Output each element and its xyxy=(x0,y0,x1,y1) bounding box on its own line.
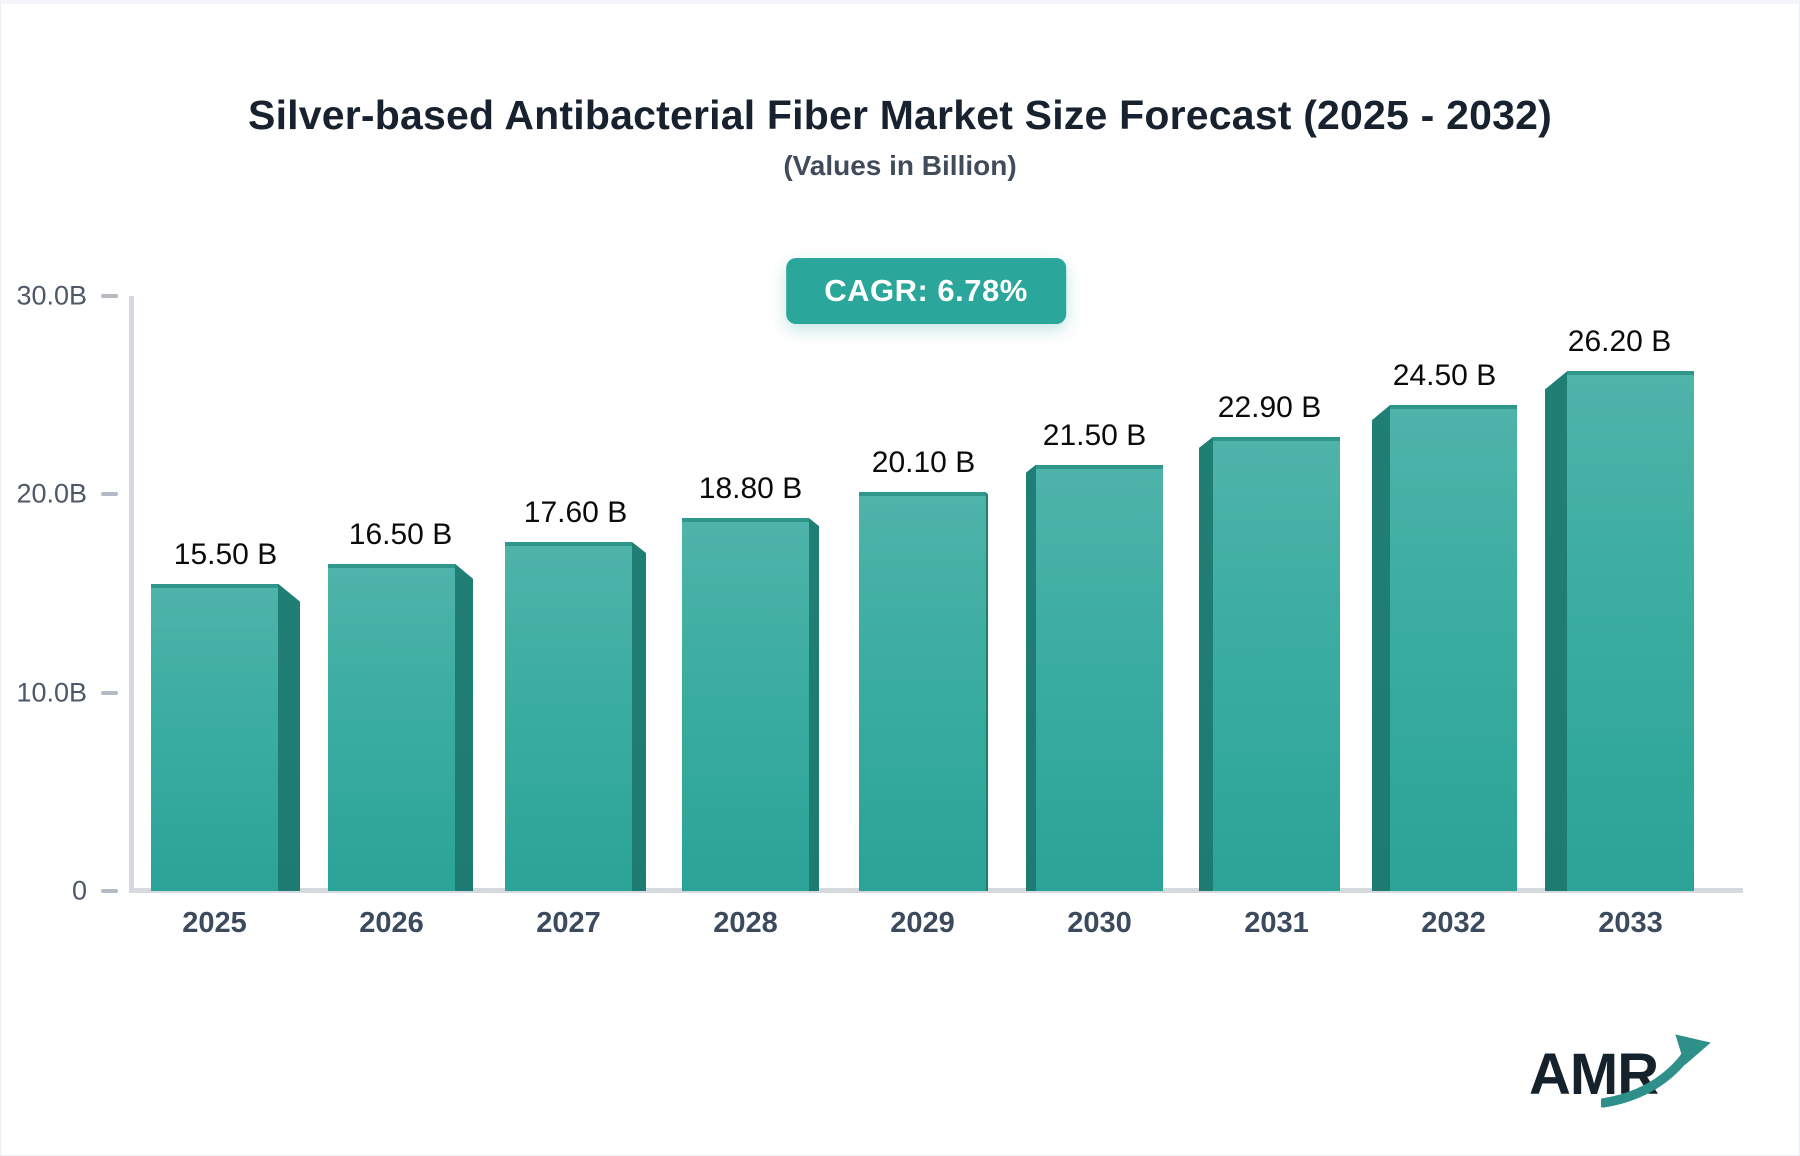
amr-logo: AMR xyxy=(1529,1032,1719,1118)
bar-group-2029 xyxy=(859,492,988,891)
bar-group-2028 xyxy=(682,518,819,891)
bar-front-face xyxy=(328,563,455,891)
growth-arrow-icon xyxy=(1601,1034,1711,1108)
y-tick-mark xyxy=(101,294,118,298)
bar-front-face xyxy=(859,492,986,891)
bar-value-label: 16.50 B xyxy=(348,517,453,551)
x-axis-label-2028: 2028 xyxy=(713,907,778,939)
bar-front-face xyxy=(1390,405,1517,891)
bar-front-face xyxy=(682,518,809,891)
bar-front-face xyxy=(1036,464,1163,891)
x-axis-label-2030: 2030 xyxy=(1067,907,1132,939)
bar-front-face xyxy=(1213,436,1340,891)
chart-title: Silver-based Antibacterial Fiber Market … xyxy=(248,92,1552,138)
bar-value-label: 21.50 B xyxy=(1042,418,1147,452)
bar-value-label: 22.90 B xyxy=(1217,390,1322,424)
x-axis-label-2033: 2033 xyxy=(1598,907,1663,939)
x-axis-label-2029: 2029 xyxy=(890,907,955,939)
bar-side-face xyxy=(1199,436,1213,891)
y-tick-mark xyxy=(101,492,118,497)
x-axis-label-2027: 2027 xyxy=(536,907,601,939)
bar-group-2033 xyxy=(1545,371,1694,891)
bar-group-2025 xyxy=(151,583,300,891)
bar-value-label: 17.60 B xyxy=(523,495,628,529)
y-tick-label: 10.0B xyxy=(16,677,87,708)
bar-group-2031 xyxy=(1199,436,1340,891)
bar-side-face xyxy=(1372,405,1390,891)
y-tick-label: 0 xyxy=(71,875,87,906)
bar-front-face xyxy=(505,541,632,891)
y-tick-label: 30.0B xyxy=(16,280,87,311)
bar-group-2026 xyxy=(328,563,473,891)
plot-area: 30.0B 20.0B 10.0B 0 15.50 B 2025 16.50 B 2026 1… xyxy=(16,281,1743,939)
y-tick-mark xyxy=(101,889,118,893)
bar-front-face xyxy=(1567,371,1694,891)
x-axis-label-2025: 2025 xyxy=(182,907,247,939)
bar-group-2027 xyxy=(505,541,646,891)
bar-group-2032 xyxy=(1372,405,1517,891)
x-axis-label-2032: 2032 xyxy=(1421,907,1486,939)
bar-group-2030 xyxy=(1026,464,1163,891)
bar-side-face xyxy=(278,583,300,891)
x-axis-label-2026: 2026 xyxy=(359,907,424,939)
bar-side-face xyxy=(986,492,988,891)
bar-front-face xyxy=(151,583,278,891)
bar-value-label: 20.10 B xyxy=(871,446,976,480)
bar-value-label: 26.20 B xyxy=(1567,325,1672,359)
chart-subtitle: (Values in Billion) xyxy=(783,150,1017,181)
bar-value-label: 15.50 B xyxy=(173,537,278,571)
bar-value-label: 18.80 B xyxy=(698,472,803,506)
bar-side-face xyxy=(1545,371,1567,891)
bar-side-face xyxy=(632,541,646,891)
bar-side-face xyxy=(809,518,819,891)
cagr-badge: CAGR: 6.78% xyxy=(786,258,1066,324)
x-axis-label-2031: 2031 xyxy=(1244,907,1309,939)
bar-side-face xyxy=(1026,464,1036,891)
bar-side-face xyxy=(455,563,473,891)
y-axis-line xyxy=(129,296,134,893)
bar-value-label: 24.50 B xyxy=(1392,359,1497,393)
y-tick-mark xyxy=(101,690,118,695)
y-tick-label: 20.0B xyxy=(16,478,87,509)
